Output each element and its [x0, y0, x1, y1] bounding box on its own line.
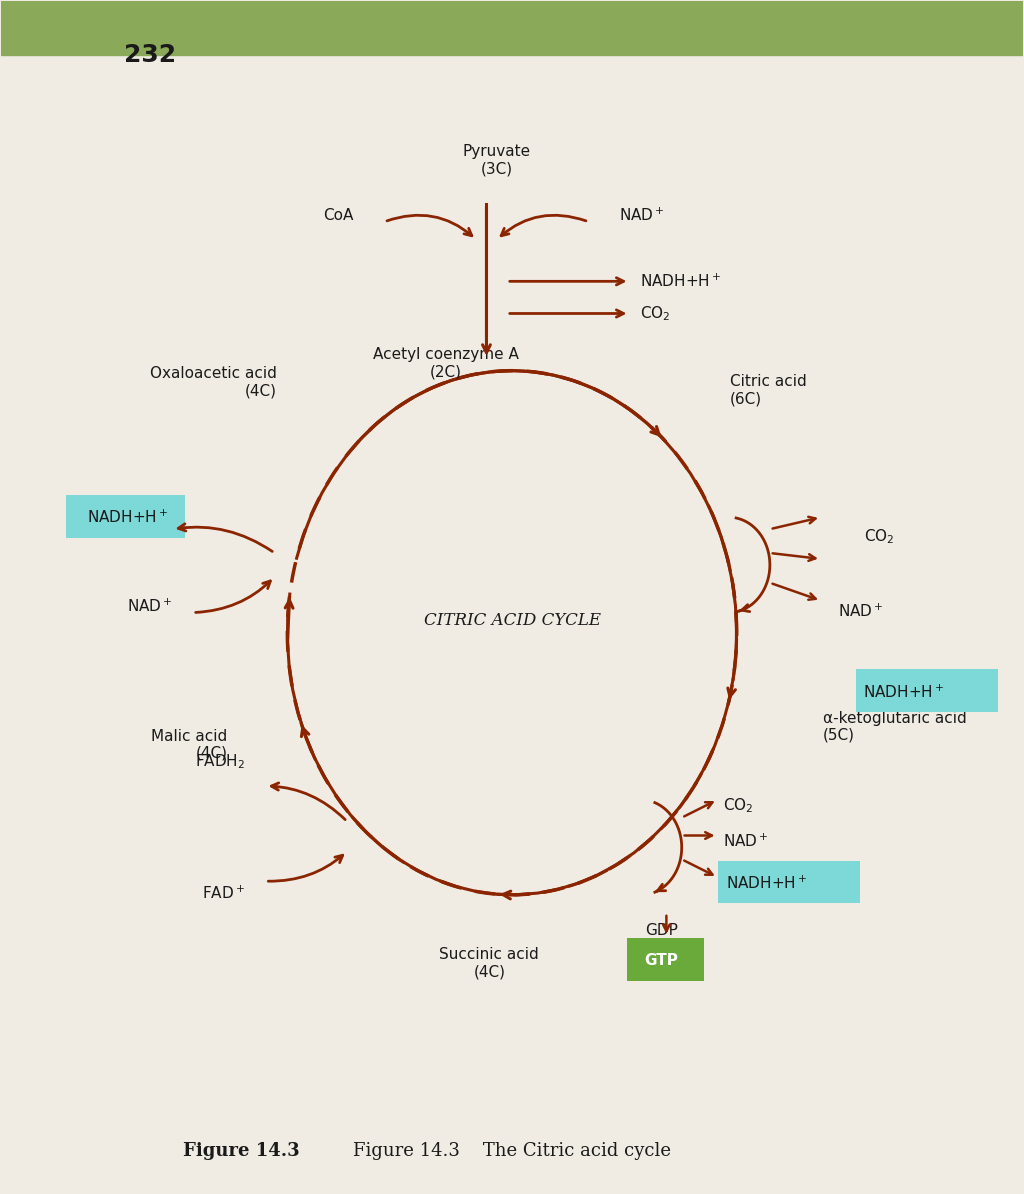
Text: CITRIC ACID CYCLE: CITRIC ACID CYCLE [424, 613, 600, 629]
Text: CoA: CoA [324, 208, 353, 223]
Text: CO$_2$: CO$_2$ [723, 796, 753, 816]
Text: Acetyl coenzyme A
(2C): Acetyl coenzyme A (2C) [373, 346, 518, 380]
Text: Malic acid
(4C): Malic acid (4C) [152, 728, 227, 761]
Text: NAD$^+$: NAD$^+$ [127, 598, 172, 615]
Text: Pyruvate
(3C): Pyruvate (3C) [463, 144, 530, 177]
FancyBboxPatch shape [67, 494, 184, 537]
FancyBboxPatch shape [856, 669, 997, 712]
Text: NAD$^+$: NAD$^+$ [838, 603, 883, 620]
FancyBboxPatch shape [719, 861, 860, 904]
Text: CO$_2$: CO$_2$ [864, 528, 895, 546]
Text: FAD$^+$: FAD$^+$ [202, 885, 245, 901]
Text: GTP: GTP [644, 953, 678, 968]
Text: Citric acid
(6C): Citric acid (6C) [729, 374, 806, 406]
Text: NAD$^+$: NAD$^+$ [723, 832, 768, 850]
Text: NADH+H$^+$: NADH+H$^+$ [726, 874, 807, 892]
FancyBboxPatch shape [627, 938, 705, 980]
Text: NADH+H$^+$: NADH+H$^+$ [863, 683, 944, 701]
Text: NADH+H$^+$: NADH+H$^+$ [87, 509, 168, 525]
Text: α-ketoglutaric acid
(5C): α-ketoglutaric acid (5C) [823, 710, 967, 743]
Text: GDP: GDP [645, 923, 678, 938]
Text: Figure 14.3    The Citric acid cycle: Figure 14.3 The Citric acid cycle [353, 1141, 671, 1159]
Text: Oxaloacetic acid
(4C): Oxaloacetic acid (4C) [150, 365, 276, 399]
Text: 232: 232 [124, 43, 176, 67]
Text: NAD$^+$: NAD$^+$ [620, 207, 665, 224]
Text: Succinic acid
(4C): Succinic acid (4C) [439, 947, 540, 979]
Text: Figure 14.3: Figure 14.3 [183, 1141, 300, 1159]
Text: NADH+H$^+$: NADH+H$^+$ [640, 272, 721, 290]
Text: FADH$_2$: FADH$_2$ [195, 752, 245, 771]
Bar [1, 1, 1023, 55]
Text: CO$_2$: CO$_2$ [640, 304, 670, 322]
